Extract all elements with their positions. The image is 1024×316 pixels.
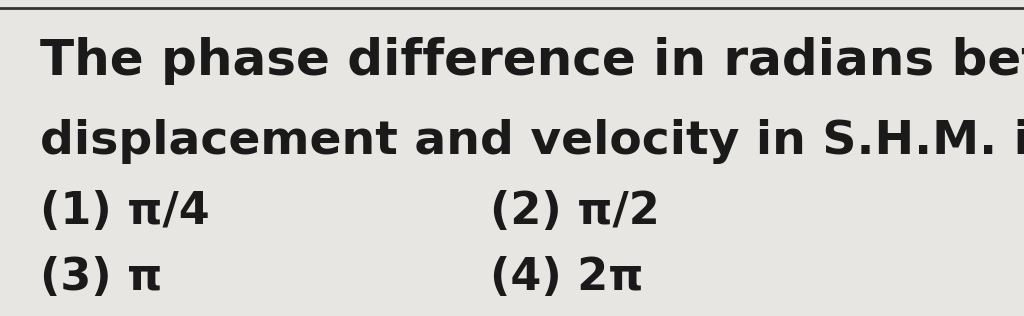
Text: The phase difference in radians betwee: The phase difference in radians betwee xyxy=(40,37,1024,85)
Text: displacement and velocity in S.H.M. is :: displacement and velocity in S.H.M. is : xyxy=(40,118,1024,163)
Text: (2) π/2: (2) π/2 xyxy=(490,190,659,233)
Text: (3) π: (3) π xyxy=(40,257,163,300)
Text: (4) 2π: (4) 2π xyxy=(490,257,643,300)
Text: (1) π/4: (1) π/4 xyxy=(40,190,210,233)
